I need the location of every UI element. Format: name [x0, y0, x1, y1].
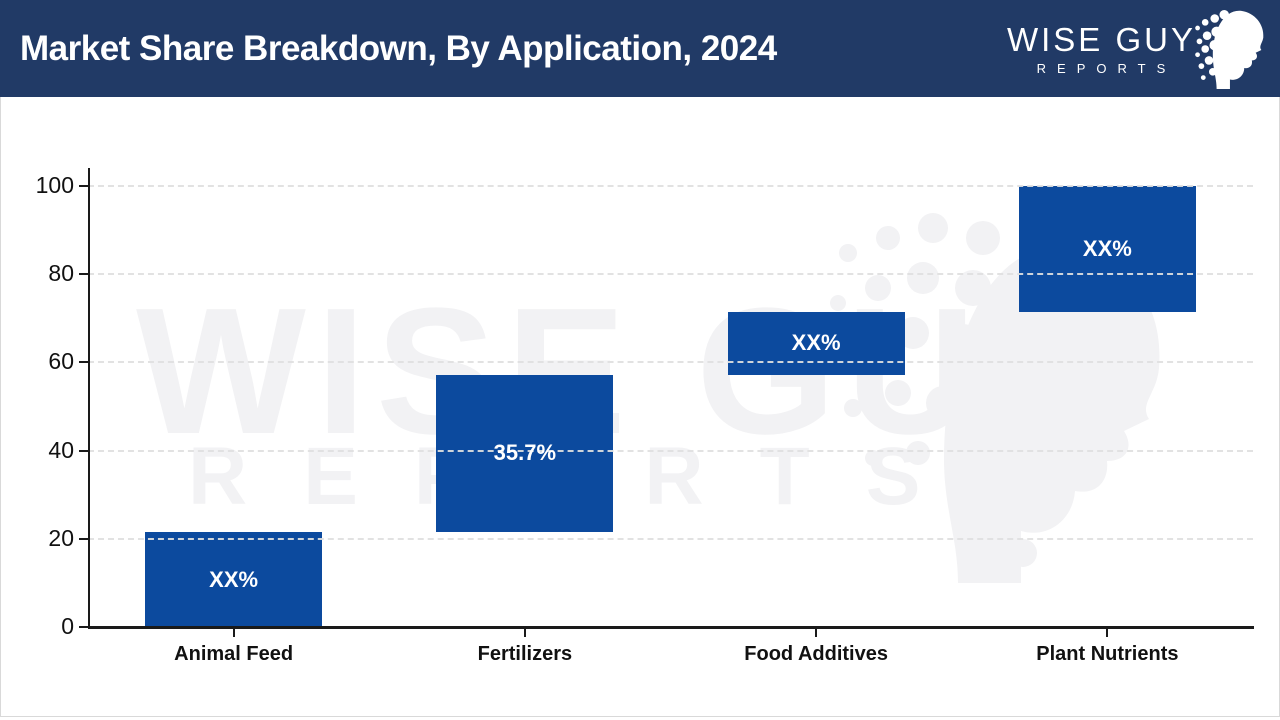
bar-value-label: XX%	[209, 566, 259, 592]
y-tick-label-60: 60	[48, 348, 74, 375]
bar-food-additives	[727, 312, 905, 375]
x-tick-mark	[523, 629, 526, 637]
y-axis-line	[88, 168, 90, 629]
logo-brand-name: WISE GUY	[1006, 20, 1196, 58]
bar-animal-feed	[145, 532, 323, 627]
bar-value-label: XX%	[791, 330, 841, 356]
y-tick-mark	[79, 361, 88, 364]
x-category-label-food-additives: Food Additives	[744, 643, 888, 665]
bar-value-label: XX%	[1082, 236, 1132, 262]
watermark-brand-text: WISE GUY	[136, 271, 1117, 472]
bar-plant-nutrients	[1018, 186, 1196, 313]
x-axis-line	[88, 626, 1254, 629]
logo-brand-subtitle: REPORTS	[1036, 60, 1177, 76]
y-tick-mark	[79, 626, 88, 628]
x-tick-mark	[1106, 629, 1109, 637]
y-tick-mark	[79, 449, 88, 452]
x-category-label-animal-feed: Animal Feed	[174, 643, 294, 665]
page-title: Market Share Breakdown, By Application, …	[20, 28, 777, 68]
y-tick-mark	[79, 273, 88, 276]
wiseguy-logo: WISE GUY REPORTS	[1007, 9, 1268, 89]
x-category-label-fertilizers: Fertilizers	[477, 643, 573, 665]
dotted-face-profile-icon	[1195, 9, 1264, 89]
bar-fertilizers	[436, 374, 614, 533]
y-tick-label-80: 80	[48, 260, 74, 287]
gridline-100	[88, 185, 1253, 187]
gridline-60	[88, 361, 1253, 364]
y-tick-label-100: 100	[35, 171, 74, 198]
header: Market Share Breakdown, By Application, …	[0, 0, 1280, 97]
x-tick-mark	[232, 629, 235, 637]
y-tick-label-40: 40	[48, 436, 74, 463]
gridline-80	[88, 273, 1253, 276]
gridline-20	[88, 537, 1253, 540]
watermark-dotted-face-icon	[821, 213, 1160, 583]
bar-value-label: 35.7%	[493, 440, 557, 466]
y-tick-label-0: 0	[61, 612, 74, 639]
y-tick-mark	[79, 185, 88, 187]
wiseguy-logo-text: WISE GUY REPORTS	[1007, 23, 1196, 75]
y-tick-mark	[79, 537, 88, 540]
x-category-label-plant-nutrients: Plant Nutrients	[1036, 643, 1179, 665]
x-tick-mark	[815, 629, 818, 637]
y-tick-label-20: 20	[48, 524, 74, 551]
gridline-40	[88, 449, 1253, 452]
